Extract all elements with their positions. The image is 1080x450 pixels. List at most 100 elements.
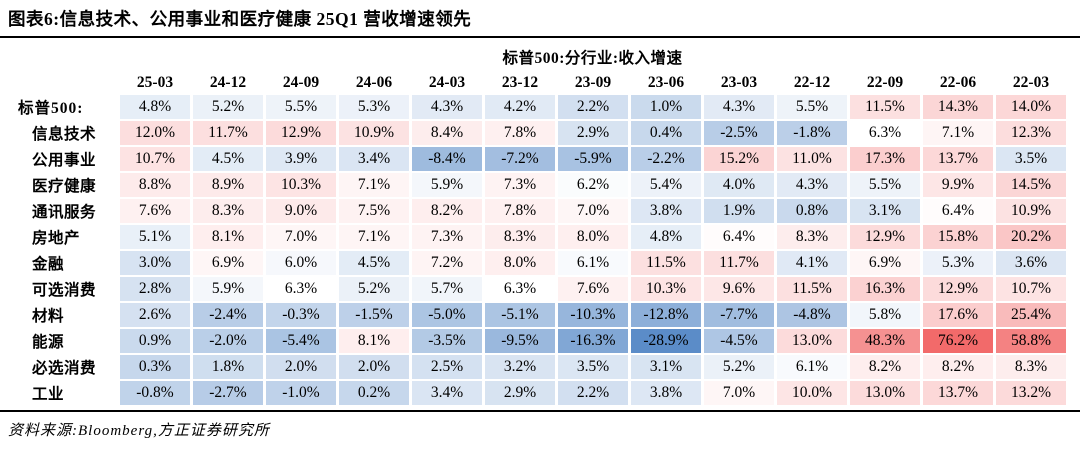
- heatmap-cell: 4.5%: [339, 251, 409, 275]
- heatmap-cell: 16.3%: [850, 277, 920, 301]
- heatmap-cell: 13.7%: [923, 381, 993, 405]
- heatmap-cell: 5.2%: [339, 277, 409, 301]
- heatmap-cell: 9.9%: [923, 173, 993, 197]
- heatmap-cell: 5.8%: [850, 303, 920, 327]
- heatmap-cell: 6.4%: [923, 199, 993, 223]
- heatmap-cell: 6.1%: [558, 251, 628, 275]
- heatmap-cell: -2.2%: [631, 147, 701, 171]
- heatmap-cell: -8.4%: [412, 147, 482, 171]
- heatmap-cell: 12.9%: [923, 277, 993, 301]
- heatmap-cell: 9.0%: [266, 199, 336, 223]
- heatmap-cell: -2.5%: [704, 121, 774, 145]
- heatmap-cell: 8.2%: [923, 355, 993, 379]
- heatmap-cell: 5.2%: [704, 355, 774, 379]
- heatmap-cell: 76.2%: [923, 329, 993, 353]
- heatmap-cell: 3.6%: [996, 251, 1066, 275]
- heatmap-cell: 14.5%: [996, 173, 1066, 197]
- heatmap-cell: -12.8%: [631, 303, 701, 327]
- heatmap-cell: 2.6%: [120, 303, 190, 327]
- row-label: 房地产: [32, 230, 81, 247]
- row-label: 工业: [32, 386, 65, 403]
- heatmap-cell: 10.3%: [631, 277, 701, 301]
- heatmap-cell: 17.3%: [850, 147, 920, 171]
- title-divider: [0, 36, 1080, 38]
- heatmap-cell: 5.5%: [777, 95, 847, 119]
- row-label: 医疗健康: [32, 178, 97, 195]
- heatmap-cell: 5.9%: [412, 173, 482, 197]
- heatmap-cell: -2.0%: [193, 329, 263, 353]
- heatmap-cell: 8.1%: [193, 225, 263, 249]
- heatmap-cell: -5.9%: [558, 147, 628, 171]
- heatmap-cell: 10.3%: [266, 173, 336, 197]
- heatmap-cell: 5.4%: [631, 173, 701, 197]
- table-header: 25-03 24-12 24-09 24-06 24-03 23-12 23-09 23-06…: [15, 72, 1066, 93]
- heatmap-cell: 14.3%: [923, 95, 993, 119]
- heatmap-cell: -0.3%: [266, 303, 336, 327]
- corner-cell: [15, 72, 117, 93]
- table-row: 必选消费 0.3% 1.8% 2.0% 2.0% 2.5% 3.2% 3.5% 3.1% 5.2%…: [15, 355, 1066, 379]
- heatmap-cell: 6.9%: [850, 251, 920, 275]
- heatmap-cell: 2.0%: [266, 355, 336, 379]
- heatmap-cell: 13.7%: [923, 147, 993, 171]
- row-label: 公用事业: [32, 152, 97, 169]
- heatmap-cell: -1.8%: [777, 121, 847, 145]
- heatmap-cell: 3.4%: [412, 381, 482, 405]
- heatmap-cell: 7.1%: [339, 173, 409, 197]
- heatmap-cell: 3.8%: [631, 381, 701, 405]
- heatmap-cell: 2.2%: [558, 381, 628, 405]
- table-subtitle: 标普500:分行业:收入增速: [502, 50, 683, 67]
- heatmap-cell: 5.9%: [193, 277, 263, 301]
- table-row: 材料 2.6% -2.4% -0.3% -1.5% -5.0% -5.1% -10.3% -12…: [15, 303, 1066, 327]
- heatmap-cell: 4.3%: [412, 95, 482, 119]
- heatmap-cell: 12.3%: [996, 121, 1066, 145]
- table-row: 金融 3.0% 6.9% 6.0% 4.5% 7.2% 8.0% 6.1% 11.5% 11.7%…: [15, 251, 1066, 275]
- heatmap-cell: 5.3%: [339, 95, 409, 119]
- heatmap-cell: 8.8%: [120, 173, 190, 197]
- heatmap-cell: 7.2%: [412, 251, 482, 275]
- heatmap-cell: 5.2%: [193, 95, 263, 119]
- heatmap-cell: 7.0%: [266, 225, 336, 249]
- heatmap-cell: 6.1%: [777, 355, 847, 379]
- table-row: 公用事业 10.7% 4.5% 3.9% 3.4% -8.4% -7.2% -5.9% -2.2…: [15, 147, 1066, 171]
- column-header: 23-09: [574, 73, 612, 91]
- heatmap-cell: 4.8%: [120, 95, 190, 119]
- heatmap-cell: 7.1%: [923, 121, 993, 145]
- heatmap-cell: 10.9%: [996, 199, 1066, 223]
- heatmap-cell: -3.5%: [412, 329, 482, 353]
- heatmap-cell: 48.3%: [850, 329, 920, 353]
- heatmap-cell: 15.2%: [704, 147, 774, 171]
- heatmap-cell: -7.2%: [485, 147, 555, 171]
- heatmap-cell: 6.4%: [704, 225, 774, 249]
- heatmap-cell: 3.1%: [850, 199, 920, 223]
- heatmap-cell: 0.3%: [120, 355, 190, 379]
- heatmap-cell: 10.0%: [777, 381, 847, 405]
- column-header: 23-12: [501, 73, 539, 91]
- heatmap-cell: 5.3%: [923, 251, 993, 275]
- heatmap-cell: 7.8%: [485, 199, 555, 223]
- heatmap-cell: 10.9%: [339, 121, 409, 145]
- heatmap-cell: -16.3%: [558, 329, 628, 353]
- heatmap-cell: 7.6%: [558, 277, 628, 301]
- column-header: 24-12: [209, 73, 247, 91]
- heatmap-cell: 1.8%: [193, 355, 263, 379]
- heatmap-cell: 8.3%: [193, 199, 263, 223]
- column-header: 23-06: [647, 73, 685, 91]
- heatmap-cell: 8.0%: [485, 251, 555, 275]
- column-header: 24-03: [428, 73, 466, 91]
- heatmap-cell: -1.0%: [266, 381, 336, 405]
- heatmap-cell: -9.5%: [485, 329, 555, 353]
- column-header: 24-06: [355, 73, 393, 91]
- header-row: 25-03 24-12 24-09 24-06 24-03 23-12 23-09 23-06…: [15, 72, 1066, 93]
- table-row: 可选消费 2.8% 5.9% 6.3% 5.2% 5.7% 6.3% 7.6% 10.3% 9.6…: [15, 277, 1066, 301]
- heatmap-cell: 15.8%: [923, 225, 993, 249]
- heatmap-cell: -2.7%: [193, 381, 263, 405]
- heatmap-cell: 0.9%: [120, 329, 190, 353]
- heatmap-cell: 4.3%: [704, 95, 774, 119]
- heatmap-cell: 17.6%: [923, 303, 993, 327]
- table-row: 能源 0.9% -2.0% -5.4% 8.1% -3.5% -9.5% -16.3% -28.…: [15, 329, 1066, 353]
- heatmap-cell: 3.2%: [485, 355, 555, 379]
- heatmap-cell: 4.0%: [704, 173, 774, 197]
- row-label: 能源: [32, 334, 65, 351]
- heatmap-cell: 7.5%: [339, 199, 409, 223]
- heatmap-cell: 1.9%: [704, 199, 774, 223]
